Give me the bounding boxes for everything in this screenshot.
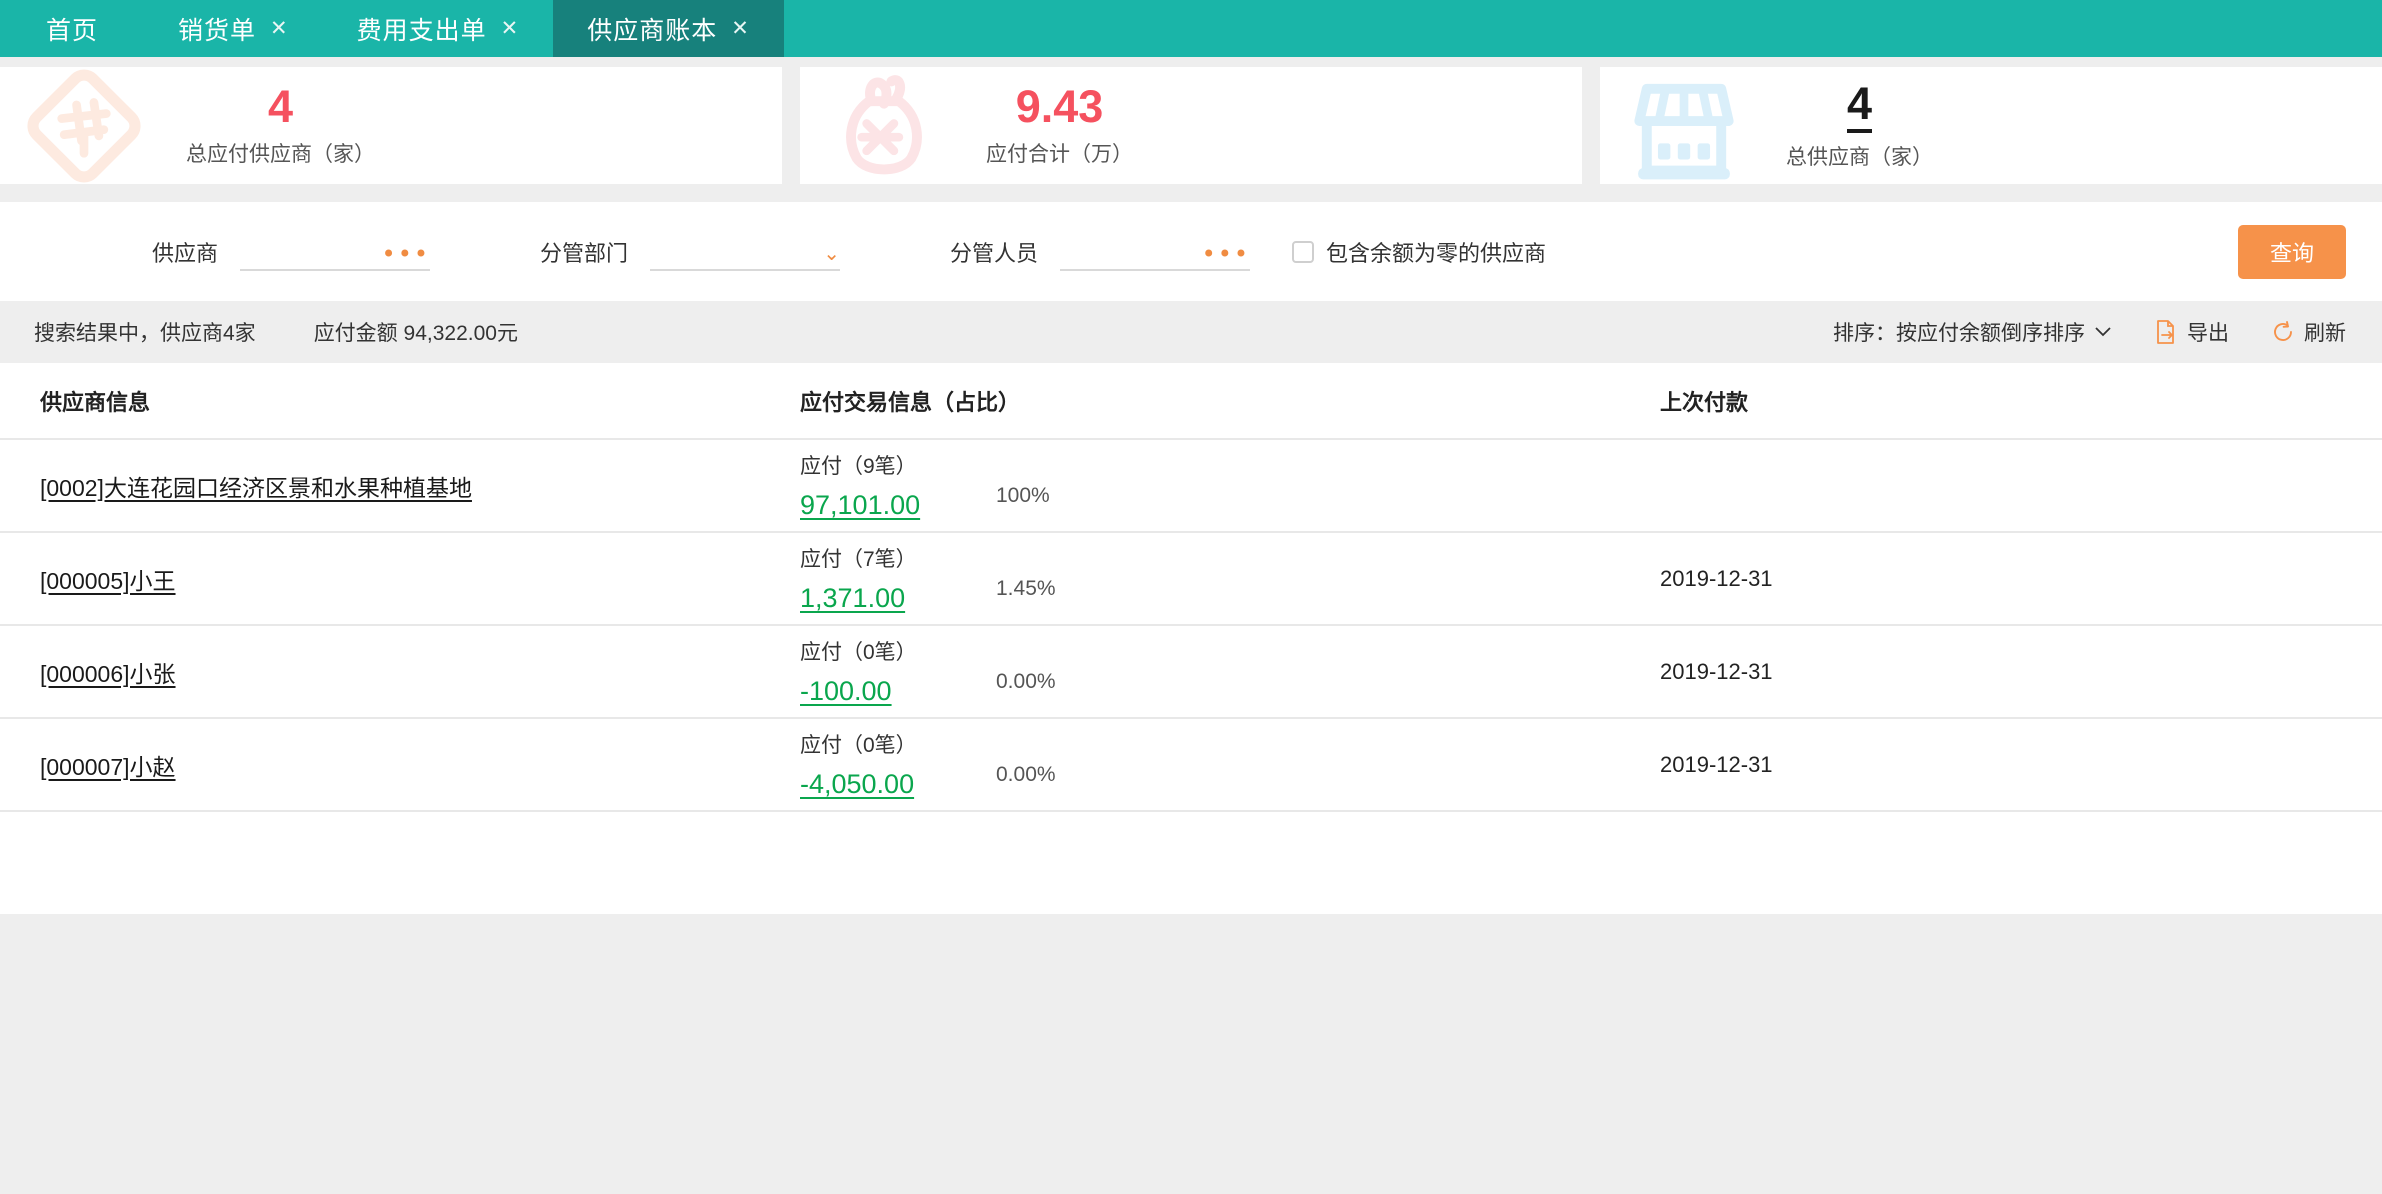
payable-title: 应付（0笔） (800, 734, 917, 757)
stat-label: 应付合计（万） (986, 143, 1133, 167)
supplier-link[interactable]: [000006]小张 (40, 660, 176, 687)
stat-card-total-suppliers: 4 总供应商（家） (1600, 67, 2382, 184)
supplier-seal-icon (22, 67, 146, 184)
chevron-down-icon[interactable]: ⌄ (823, 240, 841, 265)
filter-supplier: 供应商 ••• (152, 233, 431, 271)
payable-percent: 0.00% (996, 669, 1056, 693)
filter-department: 分管部门 ⌄ (540, 233, 841, 271)
include-zero-balance-label: 包含余额为零的供应商 (1326, 240, 1547, 266)
cell-last-payment: 2019-12-31 (1660, 566, 2382, 592)
export-label: 导出 (2187, 322, 2229, 345)
include-zero-balance-checkbox[interactable] (1292, 240, 1315, 263)
supplier-link[interactable]: [000005]小王 (40, 567, 176, 594)
table-row[interactable]: [0002]大连花园口经济区景和水果种植基地 应付（9笔） 97,101.00 … (0, 440, 2382, 533)
column-header-payable: 应付交易信息（占比） (800, 389, 1021, 415)
cell-payable: 应付（9笔） 97,101.00 100% (780, 450, 1660, 521)
tab-expense-voucher[interactable]: 费用支出单 ✕ (323, 0, 554, 57)
sort-label: 排序：按应付余额倒序排序 (1833, 322, 2085, 345)
tab-sales-order-label: 销货单 (178, 16, 257, 45)
cell-payable: 应付（0笔） -4,050.00 0.00% (780, 729, 1660, 800)
cell-supplier: [000006]小张 (0, 655, 780, 689)
close-icon[interactable]: ✕ (270, 16, 289, 40)
refresh-button[interactable]: 刷新 (2271, 317, 2346, 347)
ellipsis-icon[interactable]: ••• (1201, 239, 1251, 268)
stat-label: 总应付供应商（家） (186, 143, 375, 167)
money-bag-icon (822, 67, 946, 184)
payable-percent: 0.00% (996, 762, 1056, 786)
result-summary-bar: 搜索结果中，供应商4家 应付金额 94,322.00元 排序：按应付余额倒序排序… (0, 301, 2382, 363)
cell-payable: 应付（7笔） 1,371.00 1.45% (780, 543, 1660, 614)
column-header-supplier: 供应商信息 (40, 389, 151, 415)
payable-percent: 1.45% (996, 576, 1056, 600)
filter-supplier-label: 供应商 (152, 240, 219, 266)
last-payment-date: 2019-12-31 (1660, 565, 1773, 591)
table-header-row: 供应商信息 应付交易信息（占比） 上次付款 (0, 363, 2382, 440)
payable-title: 应付（0笔） (800, 641, 917, 664)
cell-last-payment: 2019-12-31 (1660, 659, 2382, 685)
stat-label: 总供应商（家） (1786, 145, 1933, 169)
stat-card-row: 4 总应付供应商（家） 9.43 应付合计（万） (0, 57, 2382, 184)
cell-last-payment: 2019-12-31 (1660, 752, 2382, 778)
stat-value: 9.43 (1015, 80, 1104, 132)
table-body: [0002]大连花园口经济区景和水果种植基地 应付（9笔） 97,101.00 … (0, 440, 2382, 914)
stat-card-total-payable-amount: 9.43 应付合计（万） (800, 67, 1582, 184)
export-button[interactable]: 导出 (2154, 317, 2229, 347)
ellipsis-icon[interactable]: ••• (381, 239, 431, 268)
payable-title: 应付（7笔） (800, 548, 917, 571)
stat-value: 4 (267, 80, 294, 132)
result-count-text: 搜索结果中，供应商4家 (34, 322, 256, 345)
cell-payable: 应付（0笔） -100.00 0.00% (780, 636, 1660, 707)
payable-amount-link[interactable]: 1,371.00 (800, 583, 906, 613)
store-icon (1622, 67, 1746, 184)
refresh-icon (2271, 320, 2295, 344)
manager-input[interactable]: ••• (1060, 233, 1251, 271)
chevron-down-icon (2094, 326, 2112, 338)
include-zero-balance-checkbox-group[interactable]: 包含余额为零的供应商 (1292, 236, 1546, 268)
cell-supplier: [0002]大连花园口经济区景和水果种植基地 (0, 469, 780, 503)
tab-bar: 首页 销货单 ✕ 费用支出单 ✕ 供应商账本 ✕ (0, 0, 2382, 57)
table-row[interactable]: [000006]小张 应付（0笔） -100.00 0.00% 2019-12-… (0, 626, 2382, 719)
supplier-link[interactable]: [0002]大连花园口经济区景和水果种植基地 (40, 474, 472, 501)
last-payment-date: 2019-12-31 (1660, 751, 1773, 777)
tab-home-label: 首页 (46, 16, 99, 45)
supplier-input[interactable]: ••• (240, 233, 431, 271)
tab-supplier-ledger[interactable]: 供应商账本 ✕ (553, 0, 784, 57)
payable-amount-link[interactable]: -100.00 (800, 676, 892, 706)
close-icon[interactable]: ✕ (731, 16, 750, 40)
payable-title: 应付（9笔） (800, 455, 917, 478)
filter-manager-label: 分管人员 (950, 240, 1039, 266)
tab-supplier-ledger-label: 供应商账本 (587, 16, 718, 45)
cell-supplier: [000007]小赵 (0, 748, 780, 782)
payable-percent: 100% (996, 483, 1050, 507)
export-icon (2154, 319, 2178, 345)
filter-panel: 供应商 ••• 分管部门 ⌄ 分管人员 ••• 包含余额为零的供应商 查询 (0, 202, 2382, 301)
column-header-last-payment: 上次付款 (1660, 389, 1749, 415)
sort-dropdown[interactable]: 排序：按应付余额倒序排序 (1833, 317, 2112, 347)
tab-expense-voucher-label: 费用支出单 (356, 16, 487, 45)
cell-supplier: [000005]小王 (0, 562, 780, 596)
payable-amount-link[interactable]: 97,101.00 (800, 490, 921, 520)
refresh-label: 刷新 (2304, 322, 2346, 345)
result-amount-text: 应付金额 94,322.00元 (313, 322, 518, 345)
table-row[interactable]: [000007]小赵 应付（0笔） -4,050.00 0.00% 2019-1… (0, 719, 2382, 812)
tab-home[interactable]: 首页 (0, 0, 144, 57)
payable-amount-link[interactable]: -4,050.00 (800, 769, 915, 799)
close-icon[interactable]: ✕ (500, 16, 520, 40)
table-row[interactable]: [000005]小王 应付（7笔） 1,371.00 1.45% 2019-12… (0, 533, 2382, 626)
last-payment-date: 2019-12-31 (1660, 658, 1773, 684)
filter-manager: 分管人员 ••• (950, 233, 1251, 271)
query-button[interactable]: 查询 (2237, 224, 2346, 279)
tab-sales-order[interactable]: 销货单 ✕ (144, 0, 323, 57)
stat-value: 4 (1846, 80, 1873, 133)
department-select[interactable]: ⌄ (650, 233, 841, 271)
filter-department-label: 分管部门 (540, 240, 629, 266)
stat-card-total-payable-suppliers: 4 总应付供应商（家） (0, 67, 782, 184)
supplier-link[interactable]: [000007]小赵 (40, 753, 176, 780)
supplier-ledger-table: 供应商信息 应付交易信息（占比） 上次付款 [0002]大连花园口经济区景和水果… (0, 363, 2382, 914)
